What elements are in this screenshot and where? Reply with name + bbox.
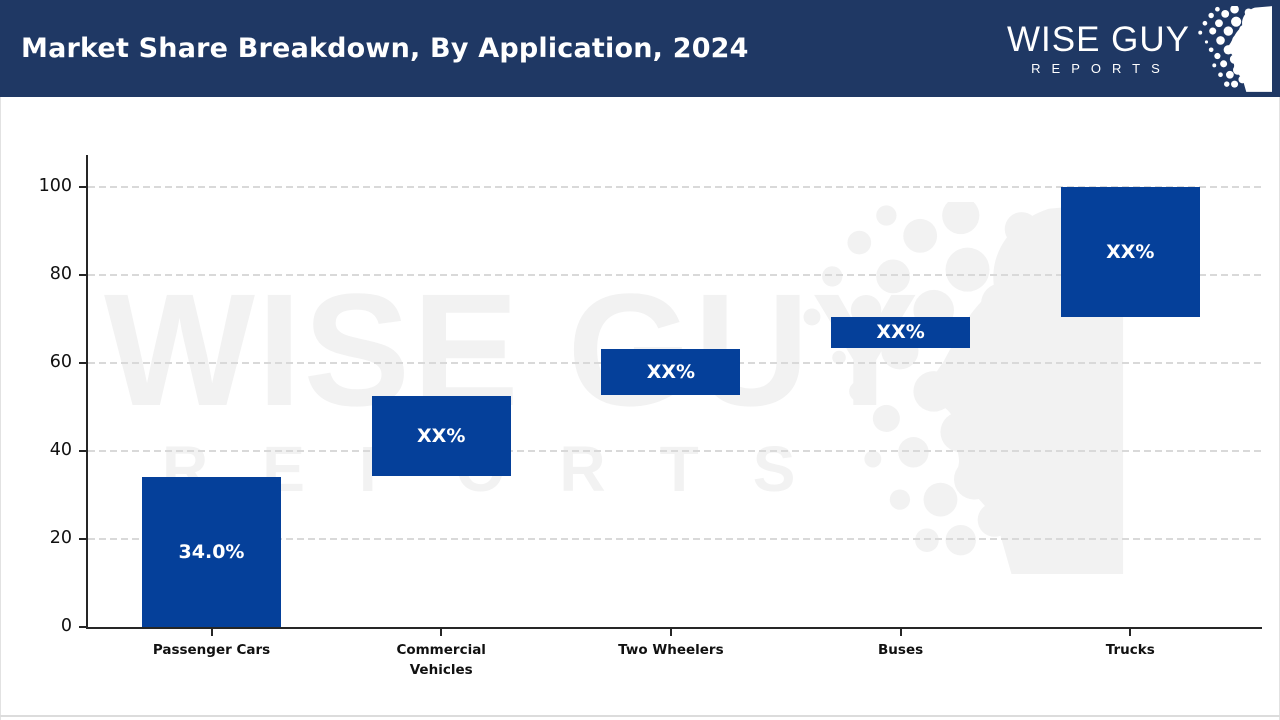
- x-axis-category-label: Passenger Cars: [152, 642, 271, 658]
- brand-logo: WISE GUY REPORTS: [1007, 0, 1272, 97]
- bar-value-label: XX%: [646, 361, 696, 383]
- header-band: Market Share Breakdown, By Application, …: [0, 0, 1280, 97]
- y-axis-tick: [79, 538, 87, 540]
- watermark-text-line1: WISE GUY: [104, 260, 921, 439]
- y-axis-line: [86, 155, 88, 629]
- x-axis-tick: [1129, 629, 1132, 636]
- bar-value-label: 34.0%: [178, 541, 245, 564]
- x-axis-line: [86, 627, 1262, 629]
- x-axis-category-label: Two Wheelers: [618, 642, 724, 658]
- bar-commercial-vehicles: XX%: [371, 396, 511, 477]
- x-axis-category-label: Commercial Vehicles: [396, 642, 486, 678]
- bar-value-label: XX%: [1106, 240, 1155, 263]
- y-axis-tick: [79, 362, 87, 364]
- y-axis-tick-label: 0: [60, 616, 72, 636]
- brand-logo-line1: WISE GUY: [1006, 19, 1190, 59]
- y-axis-tick: [79, 626, 87, 628]
- y-axis-tick-label: 40: [49, 440, 72, 460]
- page-edge-left: [0, 97, 1, 720]
- y-axis-tick-label: 20: [49, 528, 72, 548]
- y-axis-tick: [79, 274, 87, 276]
- y-gridline: [88, 538, 1262, 540]
- brand-logo-text: WISE GUY REPORTS: [1006, 19, 1190, 76]
- y-axis-tick-label: 100: [38, 176, 72, 196]
- y-axis-tick: [79, 186, 87, 188]
- x-axis-tick: [210, 629, 213, 636]
- y-axis-tick-label: 60: [49, 352, 72, 372]
- bar-value-label: XX%: [876, 321, 925, 344]
- bar-two-wheelers: XX%: [601, 348, 741, 396]
- y-axis-tick-label: 80: [49, 264, 72, 284]
- y-gridline: [88, 186, 1262, 188]
- y-axis-tick: [79, 450, 87, 452]
- x-axis-tick: [669, 629, 672, 636]
- x-axis-tick: [899, 629, 902, 636]
- bar-value-label: XX%: [417, 425, 466, 448]
- brand-logo-line2: REPORTS: [1031, 60, 1171, 76]
- page-title: Market Share Breakdown, By Application, …: [21, 33, 749, 64]
- y-gridline: [88, 274, 1262, 276]
- y-gridline: [88, 450, 1262, 452]
- x-axis-tick: [440, 629, 443, 636]
- bar-trucks: XX%: [1060, 187, 1200, 317]
- x-axis-category-label: Buses: [878, 642, 924, 658]
- bar-buses: XX%: [831, 316, 971, 349]
- page-edge-bottom: [0, 715, 1280, 717]
- bar-passenger-cars: 34.0%: [142, 477, 281, 627]
- x-axis-category-label: Trucks: [1105, 642, 1155, 658]
